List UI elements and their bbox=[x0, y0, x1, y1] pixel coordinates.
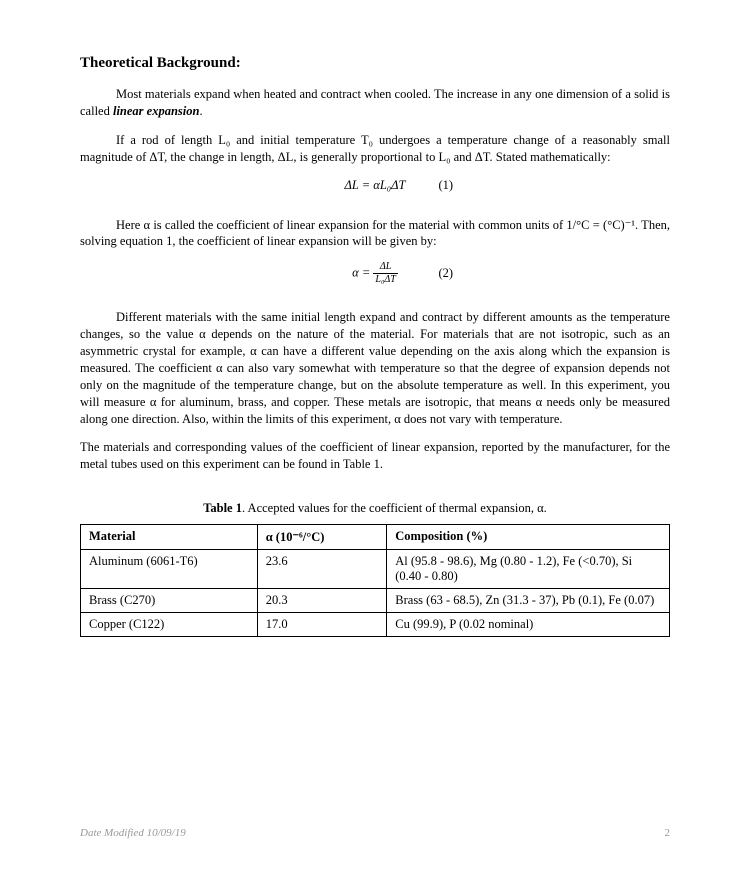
equation-2-denominator: L₀ΔT bbox=[373, 273, 397, 285]
table-header-alpha: α (10⁻⁶/°C) bbox=[257, 525, 387, 550]
table-cell: 20.3 bbox=[257, 589, 387, 613]
paragraph-5: The materials and corresponding values o… bbox=[80, 439, 670, 473]
table-cell: Brass (C270) bbox=[81, 589, 258, 613]
table-row: Brass (C270) 20.3 Brass (63 - 68.5), Zn … bbox=[81, 589, 670, 613]
table-cell: Copper (C122) bbox=[81, 613, 258, 637]
footer-date: Date Modified 10/09/19 bbox=[80, 827, 186, 839]
equation-1-number: (1) bbox=[439, 178, 454, 193]
equation-2-fraction: ΔL L₀ΔT bbox=[373, 262, 397, 285]
footer-page-number: 2 bbox=[665, 827, 671, 839]
table-header-material: Material bbox=[81, 525, 258, 550]
table-row: Aluminum (6061-T6) 23.6 Al (95.8 - 98.6)… bbox=[81, 550, 670, 589]
table-cell: Aluminum (6061-T6) bbox=[81, 550, 258, 589]
paragraph-1: Most materials expand when heated and co… bbox=[80, 86, 670, 120]
equation-2-expr: α = ΔL L₀ΔT bbox=[80, 262, 670, 285]
table-caption-bold: Table 1 bbox=[203, 501, 242, 515]
paragraph-2: If a rod of length L₀ and initial temper… bbox=[80, 132, 670, 166]
para1-text-c: . bbox=[199, 104, 202, 118]
table-cell: Brass (63 - 68.5), Zn (31.3 - 37), Pb (0… bbox=[387, 589, 670, 613]
table-row: Copper (C122) 17.0 Cu (99.9), P (0.02 no… bbox=[81, 613, 670, 637]
table-cell: 23.6 bbox=[257, 550, 387, 589]
equation-2-lhs: α = bbox=[352, 266, 373, 280]
para1-term: linear expansion bbox=[113, 104, 199, 118]
section-heading: Theoretical Background: bbox=[80, 55, 670, 72]
equation-2-numerator: ΔL bbox=[373, 262, 397, 273]
paragraph-4: Different materials with the same initia… bbox=[80, 309, 670, 427]
table-cell: 17.0 bbox=[257, 613, 387, 637]
table-cell: Al (95.8 - 98.6), Mg (0.80 - 1.2), Fe (<… bbox=[387, 550, 670, 589]
page-footer: Date Modified 10/09/19 2 bbox=[80, 827, 670, 839]
paragraph-3: Here α is called the coefficient of line… bbox=[80, 217, 670, 251]
equation-1: ΔL = αL₀ΔT (1) bbox=[80, 178, 670, 193]
equation-2: α = ΔL L₀ΔT (2) bbox=[80, 262, 670, 285]
equation-2-number: (2) bbox=[439, 266, 454, 281]
table-caption-text: . Accepted values for the coefficient of… bbox=[242, 501, 547, 515]
coefficients-table: Material α (10⁻⁶/°C) Composition (%) Alu… bbox=[80, 524, 670, 637]
table-header-row: Material α (10⁻⁶/°C) Composition (%) bbox=[81, 525, 670, 550]
table-cell: Cu (99.9), P (0.02 nominal) bbox=[387, 613, 670, 637]
table-header-composition: Composition (%) bbox=[387, 525, 670, 550]
equation-1-expr: ΔL = αL₀ΔT bbox=[80, 178, 670, 193]
table-caption: Table 1. Accepted values for the coeffic… bbox=[80, 501, 670, 516]
